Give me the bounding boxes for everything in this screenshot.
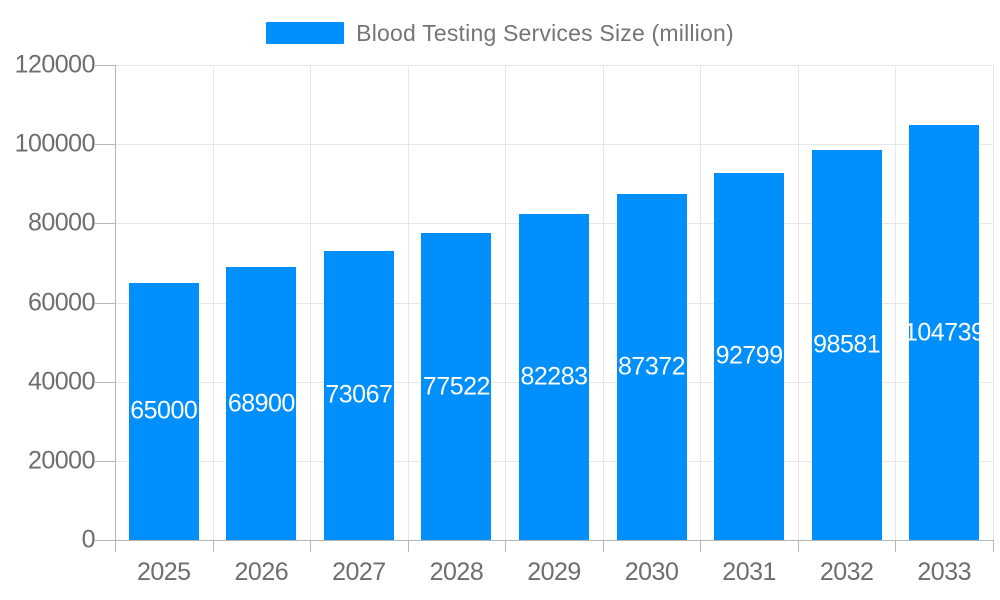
bar-value-label: 68900 bbox=[227, 389, 296, 418]
bar-value-label: 82283 bbox=[520, 362, 588, 391]
x-axis-tick bbox=[700, 540, 702, 552]
y-axis-label: 20000 bbox=[27, 446, 96, 475]
y-axis-tick bbox=[95, 65, 115, 66]
y-axis-tick bbox=[95, 223, 115, 225]
x-axis-label: 2025 bbox=[136, 558, 191, 586]
bar-2025[interactable] bbox=[128, 282, 199, 540]
x-axis-label: 2031 bbox=[722, 558, 776, 586]
legend-label: Blood Testing Services Size (million) bbox=[356, 19, 734, 46]
bar-2032[interactable] bbox=[811, 149, 882, 540]
x-axis-tick bbox=[505, 540, 507, 552]
x-gridline bbox=[993, 65, 994, 540]
x-axis-tick bbox=[895, 540, 897, 552]
bar-value-label: 104739 bbox=[904, 318, 985, 347]
x-gridline bbox=[212, 65, 214, 540]
bar-2027[interactable] bbox=[323, 250, 394, 540]
bar-2033[interactable] bbox=[909, 125, 980, 540]
x-gridline bbox=[505, 65, 507, 540]
x-axis-label: 2033 bbox=[917, 558, 972, 586]
bar-value-label: 73067 bbox=[325, 380, 393, 409]
y-axis-label: 40000 bbox=[27, 367, 96, 396]
y-axis-tick bbox=[95, 540, 115, 541]
bar-2028[interactable] bbox=[421, 233, 492, 540]
x-axis-tick bbox=[212, 540, 214, 552]
legend-item[interactable]: Blood Testing Services Size (million) bbox=[0, 20, 1000, 46]
x-axis-label: 2030 bbox=[624, 558, 679, 586]
x-axis-tick bbox=[407, 540, 409, 552]
bar-value-label: 98581 bbox=[813, 330, 881, 359]
bar-2026[interactable] bbox=[226, 267, 297, 540]
plot-area: 65000 68900 73067 77522 82283 87372 92799 98581… bbox=[95, 65, 994, 552]
x-gridline bbox=[602, 65, 604, 540]
x-axis-tick bbox=[310, 540, 312, 552]
y-axis-tick bbox=[95, 302, 115, 304]
x-axis-label: 2032 bbox=[819, 558, 874, 586]
y-axis-label: 0 bbox=[81, 525, 96, 554]
x-gridline bbox=[895, 65, 897, 540]
x-axis-label: 2026 bbox=[234, 558, 289, 586]
x-gridline bbox=[797, 65, 799, 540]
bar-value-label: 87372 bbox=[618, 352, 686, 381]
x-axis-line bbox=[115, 540, 993, 541]
x-gridline bbox=[310, 65, 312, 540]
bar-value-label: 77522 bbox=[422, 372, 491, 401]
y-axis-label: 120000 bbox=[14, 50, 96, 79]
bar-2031[interactable] bbox=[714, 172, 785, 540]
bar-value-label: 65000 bbox=[130, 396, 198, 425]
y-axis-tick bbox=[95, 460, 115, 462]
y-gridline bbox=[115, 65, 993, 66]
legend-swatch bbox=[266, 22, 345, 44]
y-axis-line bbox=[115, 65, 116, 552]
y-axis-label: 60000 bbox=[27, 288, 96, 316]
bar-value-label: 92799 bbox=[715, 341, 784, 370]
x-axis-label: 2029 bbox=[527, 558, 581, 586]
x-gridline bbox=[700, 65, 702, 540]
x-gridline bbox=[407, 65, 409, 540]
y-gridline bbox=[115, 144, 993, 146]
x-axis-label: 2027 bbox=[332, 558, 386, 586]
x-axis-tick bbox=[993, 540, 994, 552]
y-axis-tick bbox=[95, 144, 115, 146]
x-axis-tick bbox=[602, 540, 604, 552]
y-axis-tick bbox=[95, 381, 115, 383]
y-axis-label: 80000 bbox=[27, 208, 96, 237]
x-axis-label: 2028 bbox=[429, 558, 484, 586]
bar-2029[interactable] bbox=[519, 214, 589, 540]
x-axis-tick bbox=[797, 540, 799, 552]
bar-2030[interactable] bbox=[616, 194, 687, 540]
y-axis-label: 100000 bbox=[14, 129, 96, 158]
